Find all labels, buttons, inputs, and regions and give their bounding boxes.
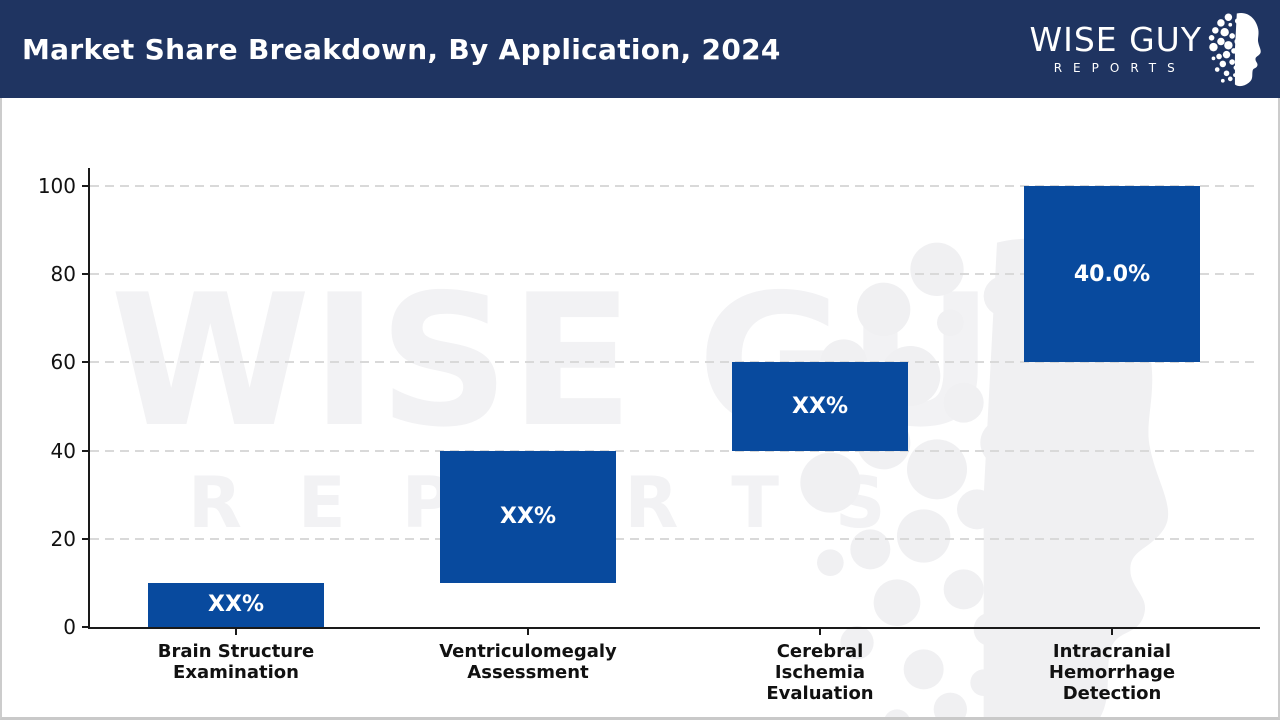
chart-title: Market Share Breakdown, By Application, … [22,32,781,66]
logo-wordmark: WISE GUY [1029,20,1202,60]
bar-value-label: 40.0% [1073,261,1151,287]
x-category-label-text: Intracranial Hemorrhage Detection [1048,641,1176,704]
y-tick [82,361,90,364]
y-tick [82,273,90,276]
y-tick-label: 20 [50,526,76,551]
y-tick-label: 0 [63,615,76,639]
x-category-label: Cerebral Ischemia Evaluation [674,641,966,704]
x-category-label: Intracranial Hemorrhage Detection [966,641,1258,704]
brand-logo: WISE GUY REPORTS [1029,9,1262,89]
plot-area: 0 20 40 60 80 100 XX% Brain Structure Examinati… [2,98,1278,717]
grid-line [90,537,1258,540]
x-tick [819,627,821,635]
bar: XX% [440,450,616,583]
bar-value-label: XX% [208,592,264,618]
bar-value-label: XX% [500,504,556,530]
x-axis-spine [88,627,1260,629]
face-profile-logo-icon [1208,12,1261,87]
x-category-label-text: Brain Structure Examination [157,641,315,683]
y-tick [82,537,90,540]
y-tick [82,449,90,452]
logo-subtitle: REPORTS [1053,60,1186,75]
y-tick-label: 100 [37,174,76,198]
grid-line [90,273,1258,276]
y-tick-label: 80 [50,262,76,287]
y-axis-spine [88,168,90,629]
x-tick [527,627,529,635]
x-category-label: Ventriculomegaly Assessment [382,641,674,683]
y-tick-label: 60 [50,350,76,375]
grid-line [90,185,1258,187]
bar-value-label: XX% [792,393,848,419]
y-tick [82,626,90,628]
x-category-label-text: Ventriculomegaly Assessment [439,641,617,683]
bar: XX% [732,362,908,451]
bar: 40.0% [1024,186,1200,363]
x-tick [235,627,237,635]
x-category-label-text: Cerebral Ischemia Evaluation [766,641,874,704]
grid-line [90,449,1258,452]
header-bar: Market Share Breakdown, By Application, … [0,0,1280,98]
grid-line [90,361,1258,364]
y-tick-label: 40 [50,438,76,463]
x-category-label: Brain Structure Examination [90,641,382,683]
bar: XX% [148,582,324,627]
y-tick [82,185,90,187]
